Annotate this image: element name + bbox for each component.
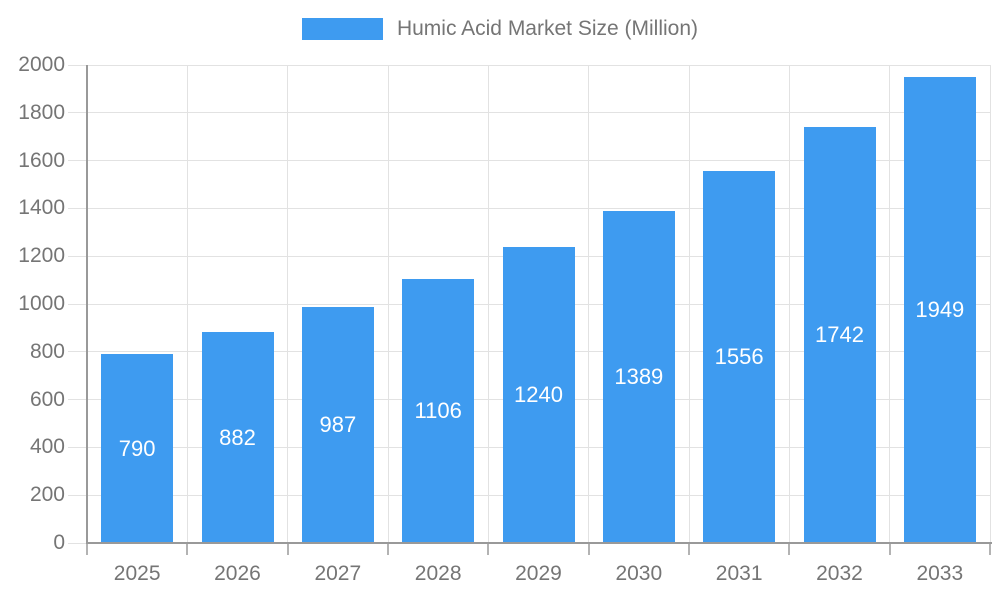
x-axis-line	[86, 542, 992, 544]
gridline-vertical	[387, 65, 389, 543]
x-axis-tick-label: 2025	[113, 562, 161, 585]
y-axis-tick-label: 1800	[18, 100, 65, 124]
gridline-vertical	[186, 65, 188, 543]
x-axis-tick	[688, 543, 690, 555]
gridline-horizontal	[68, 64, 990, 66]
gridline-vertical	[688, 65, 690, 543]
gridline-vertical	[588, 65, 590, 543]
y-axis-tick-label: 600	[29, 387, 65, 411]
x-axis-tick-label: 2032	[816, 562, 863, 585]
gridline-horizontal	[68, 160, 990, 162]
gridline-vertical	[788, 65, 790, 543]
y-axis-tick-label: 1200	[18, 244, 65, 268]
x-axis-tick-label: 2026	[214, 562, 261, 585]
y-axis-tick-label: 1000	[18, 292, 65, 315]
y-axis-tick-label: 1400	[18, 196, 65, 220]
y-axis-tick-label: 1600	[18, 148, 65, 172]
gridline-vertical	[989, 65, 991, 543]
x-axis-tick	[587, 543, 590, 555]
gridline-vertical	[287, 65, 289, 543]
x-axis-tick-label: 2030	[615, 562, 663, 585]
x-axis-tick	[186, 543, 189, 555]
plot-area: 790 882 987 1106 1240 1389 1556 1742 1949	[68, 64, 992, 544]
bar-value-label: 790	[118, 435, 156, 461]
x-axis-tick	[989, 543, 991, 555]
x-axis-tick	[286, 543, 289, 555]
gridline-vertical	[487, 65, 489, 543]
gridline-horizontal	[68, 112, 990, 114]
x-axis-tick	[86, 543, 88, 555]
bar-2030[interactable]: 1389	[602, 211, 675, 543]
x-axis-tick	[387, 543, 389, 555]
x-axis-tick-label: 2027	[314, 562, 362, 585]
bar-2029[interactable]: 1240	[502, 246, 575, 543]
x-axis-tick	[888, 543, 891, 555]
bar-2033[interactable]: 1949	[903, 77, 976, 543]
x-axis-tick	[487, 543, 490, 555]
x-axis-tick-label: 2028	[414, 562, 462, 585]
bar-2032[interactable]: 1742	[803, 126, 876, 543]
bar-value-label: 1240	[514, 381, 563, 407]
bar-value-label: 1556	[714, 344, 764, 370]
x-axis-tick-label: 2029	[515, 562, 562, 585]
y-axis-tick-label: 0	[53, 531, 65, 554]
legend-swatch	[301, 18, 383, 40]
x-axis-tick-label: 2033	[916, 562, 964, 585]
y-axis-line	[86, 65, 88, 544]
gridline-horizontal	[68, 207, 990, 209]
bar-value-label: 1389	[614, 364, 664, 390]
bar-value-label: 1106	[414, 397, 462, 423]
y-axis-tick-label: 800	[29, 339, 65, 363]
legend-label: Humic Acid Market Size (Million)	[396, 17, 699, 40]
chart-legend[interactable]: Humic Acid Market Size (Million)	[0, 15, 1000, 43]
bar-value-label: 1949	[915, 297, 965, 323]
bar-value-label: 987	[319, 412, 357, 438]
bar-2027[interactable]: 987	[301, 307, 374, 543]
bar-value-label: 1742	[815, 321, 864, 347]
bar-2028[interactable]: 1106	[402, 278, 475, 543]
bar-2026[interactable]: 882	[201, 332, 274, 543]
bar-value-label: 882	[219, 424, 256, 450]
x-axis-tick	[788, 543, 791, 555]
x-axis-tick-label: 2031	[715, 562, 763, 585]
y-axis-tick-label: 200	[29, 483, 65, 507]
bar-2025[interactable]: 790	[101, 354, 174, 543]
y-axis-tick-label: 2000	[18, 53, 65, 76]
bar-2031[interactable]: 1556	[703, 171, 776, 543]
y-axis-tick-label: 400	[29, 435, 65, 459]
gridline-vertical	[889, 65, 891, 543]
